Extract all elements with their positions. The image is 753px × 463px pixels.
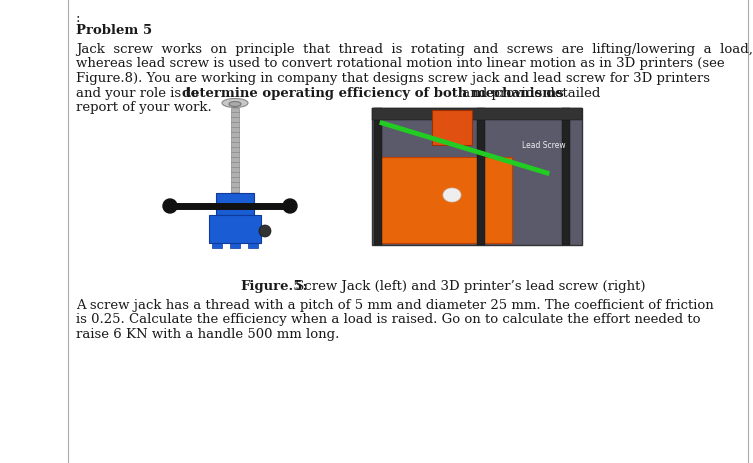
Text: and provide detailed: and provide detailed	[459, 86, 601, 99]
Text: is 0.25. Calculate the efficiency when a load is raised. Go on to calculate the : is 0.25. Calculate the efficiency when a…	[76, 313, 700, 326]
Circle shape	[259, 225, 271, 238]
Text: report of your work.: report of your work.	[76, 101, 212, 114]
Text: Problem 5: Problem 5	[76, 24, 152, 37]
Bar	[562, 109, 570, 245]
Bar	[372, 109, 582, 121]
Text: :: :	[76, 12, 81, 25]
Bar	[372, 109, 582, 245]
Text: Figure.8). You are working in company that designs screw jack and lead screw for: Figure.8). You are working in company th…	[76, 72, 710, 85]
Text: whereas lead screw is used to convert rotational motion into linear motion as in: whereas lead screw is used to convert ro…	[76, 57, 724, 70]
Text: A screw jack has a thread with a pitch of 5 mm and diameter 25 mm. The coefficie: A screw jack has a thread with a pitch o…	[76, 298, 714, 311]
Text: and your role is to: and your role is to	[76, 86, 203, 99]
Text: determine operating efficiency of both mechanisms: determine operating efficiency of both m…	[181, 86, 563, 99]
Bar	[216, 194, 254, 216]
Text: Figure.5:: Figure.5:	[240, 279, 307, 292]
Text: raise 6 KN with a handle 500 mm long.: raise 6 KN with a handle 500 mm long.	[76, 327, 340, 340]
Bar	[248, 240, 258, 249]
Bar	[432, 111, 472, 146]
Circle shape	[163, 200, 177, 213]
Text: Screw Jack (left) and 3D printer’s lead screw (right): Screw Jack (left) and 3D printer’s lead …	[291, 279, 645, 292]
Bar	[231, 109, 239, 195]
Bar	[374, 109, 382, 245]
Text: Lead Screw: Lead Screw	[522, 141, 566, 150]
Bar	[374, 158, 512, 244]
Text: :: :	[129, 24, 133, 37]
Bar	[477, 109, 485, 245]
Bar	[212, 240, 222, 249]
Ellipse shape	[222, 99, 248, 108]
Text: Jack  screw  works  on  principle  that  thread  is  rotating  and  screws  are : Jack screw works on principle that threa…	[76, 43, 753, 56]
Bar	[209, 216, 261, 244]
Circle shape	[283, 200, 297, 213]
Bar	[230, 240, 240, 249]
Ellipse shape	[229, 102, 241, 107]
Ellipse shape	[443, 188, 461, 203]
